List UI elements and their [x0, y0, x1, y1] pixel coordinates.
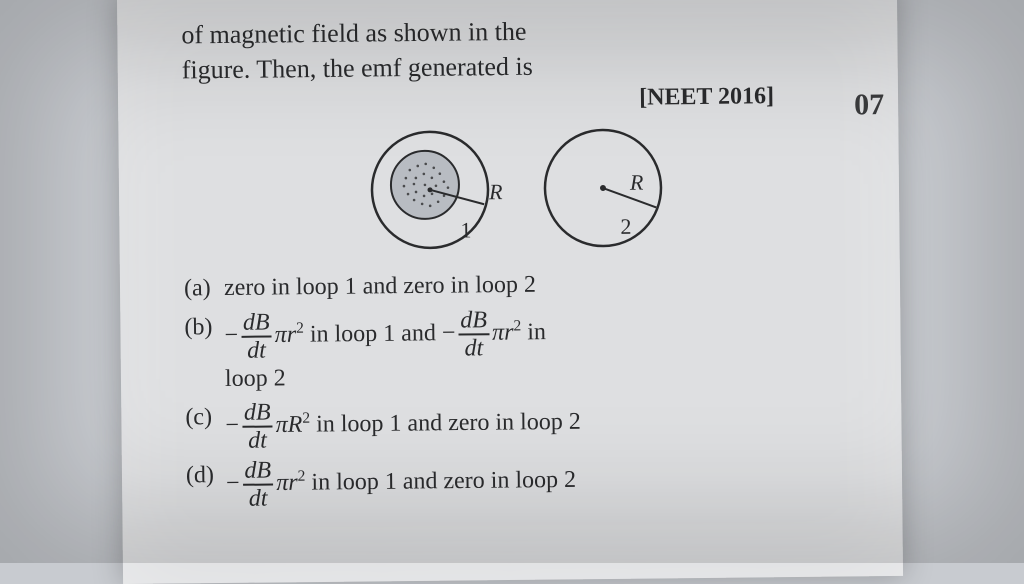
opt-c-sup1: 2 — [302, 410, 310, 427]
opt-b-sup2: 2 — [513, 317, 521, 334]
option-b-label: (b) — [184, 311, 224, 344]
opt-b-frac1: dBdt — [241, 310, 272, 362]
opt-c-mid2: in loop 1 and zero in loop 2 — [310, 409, 581, 438]
side-number: 07 — [854, 88, 884, 122]
option-b-body: −dBdtπr2 in loop 1 and −dBdtπr2 in loop … — [224, 304, 857, 395]
fig1-label-R: R — [488, 179, 503, 204]
question-stem: of magnetic field as shown in the figure… — [181, 10, 854, 87]
option-c-body: −dBdtπR2 in loop 1 and zero in loop 2 — [225, 394, 858, 453]
option-b: (b) −dBdtπr2 in loop 1 and −dBdtπr2 in l… — [184, 304, 857, 395]
option-d: (d) −dBdtπr2 in loop 1 and zero in loop … — [186, 452, 859, 511]
exam-tag: [NEET 2016] — [639, 83, 774, 110]
option-c-label: (c) — [185, 401, 225, 434]
option-d-body: −dBdtπr2 in loop 1 and zero in loop 2 — [226, 452, 859, 511]
opt-d-mid2: in loop 1 and zero in loop 2 — [305, 467, 576, 496]
exam-tag-row: [NEET 2016] 07 — [182, 83, 854, 117]
fig2-label-2: 2 — [620, 214, 631, 239]
opt-b-frac2: dBdt — [458, 308, 489, 360]
option-a-label: (a) — [184, 272, 224, 305]
opt-d-frac: dBdt — [242, 458, 273, 510]
figure-row: R 1 R 2 — [182, 116, 855, 263]
opt-b-line2: loop 2 — [225, 365, 286, 392]
opt-b-mid1: πr — [275, 321, 297, 347]
stem-line1: of magnetic field as shown in the — [181, 17, 526, 50]
opt-c-mid1: πR — [276, 412, 303, 438]
figure-loop-1: R 1 — [359, 119, 510, 261]
opt-b-mid4: in — [521, 319, 546, 345]
fig1-label-1: 1 — [460, 218, 471, 243]
option-d-label: (d) — [186, 459, 226, 492]
opt-b-pre: − — [224, 322, 238, 348]
stem-line2: figure. Then, the emf generated is — [182, 52, 533, 85]
page: of magnetic field as shown in the figure… — [117, 0, 903, 584]
opt-b-mid2: in loop 1 and − — [304, 320, 456, 348]
opt-c-frac: dBdt — [242, 400, 273, 452]
figure-loop-2: R 2 — [527, 117, 678, 259]
option-c: (c) −dBdtπR2 in loop 1 and zero in loop … — [185, 394, 858, 453]
option-a: (a) zero in loop 1 and zero in loop 2 — [184, 266, 856, 305]
opt-d-mid1: πr — [276, 470, 298, 496]
opt-d-pre: − — [226, 470, 240, 496]
option-a-text: zero in loop 1 and zero in loop 2 — [224, 266, 856, 305]
opt-b-mid3: πr — [492, 319, 514, 345]
options: (a) zero in loop 1 and zero in loop 2 (b… — [184, 266, 858, 512]
opt-c-pre: − — [225, 412, 239, 438]
fig2-label-R: R — [629, 170, 644, 195]
